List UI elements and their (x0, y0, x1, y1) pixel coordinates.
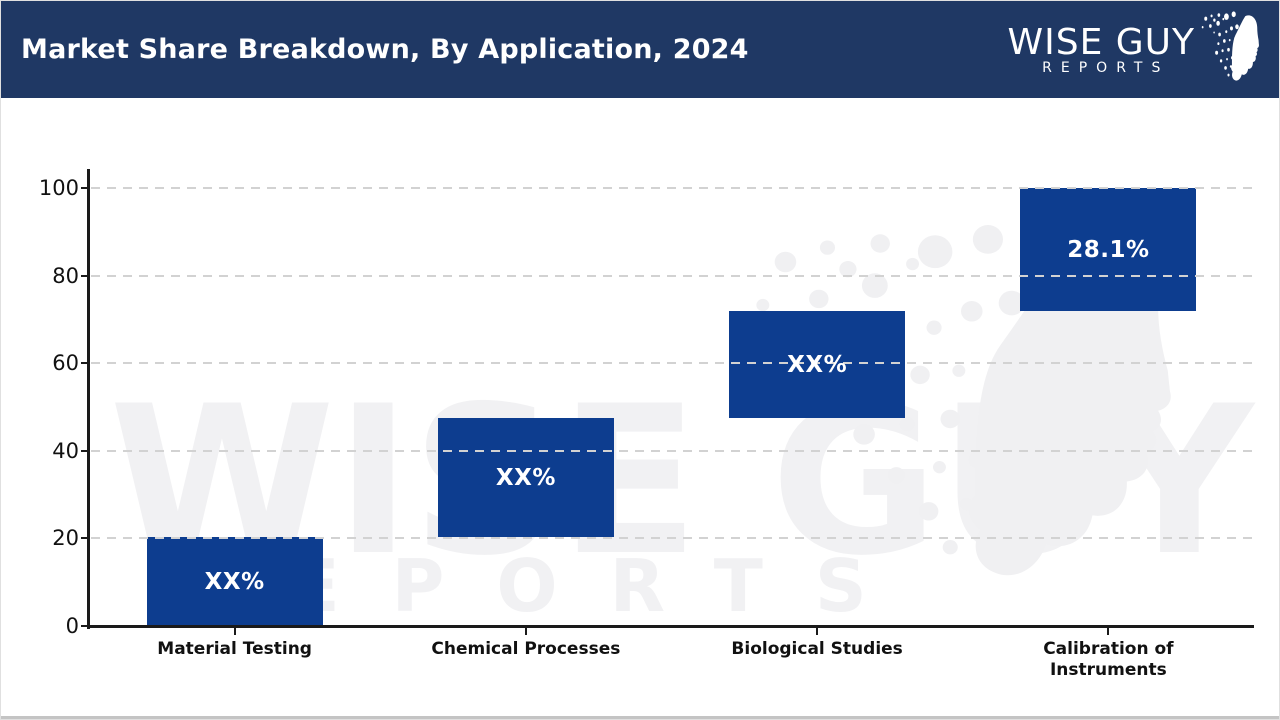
category-label-biological-studies: Biological Studies (731, 639, 903, 659)
y-tick-label: 40 (52, 438, 79, 463)
bar-value-label: XX% (204, 568, 265, 595)
gridline-60 (91, 362, 1254, 365)
logo-text: WISE GUY REPORTS (1007, 21, 1196, 77)
bar-material-testing (146, 537, 323, 626)
y-tick-mark (81, 537, 89, 540)
gridline-40 (91, 449, 1254, 452)
bottom-border (1, 716, 1279, 719)
bar-value-label: XX% (495, 464, 556, 491)
y-tick-mark (81, 274, 89, 277)
y-tick-mark (81, 362, 89, 365)
bar-value-label: XX% (787, 351, 848, 378)
chart-title: Market Share Breakdown, By Application, … (21, 34, 749, 65)
y-tick-mark (81, 449, 89, 452)
y-axis-line (87, 169, 90, 629)
y-tick-label: 20 (52, 526, 79, 551)
bar-calibration-of-instruments (1020, 188, 1197, 312)
gridline-20 (91, 537, 1254, 540)
y-tick-mark (81, 625, 89, 627)
y-tick-label: 100 (38, 176, 79, 200)
y-tick-label: 80 (52, 263, 79, 288)
x-axis-line (87, 625, 1254, 628)
x-tick-mark (1107, 628, 1110, 635)
category-label-material-testing: Material Testing (157, 639, 312, 659)
x-tick-mark (816, 628, 819, 635)
category-label-chemical-processes: Chemical Processes (431, 639, 621, 659)
header-bar: Market Share Breakdown, By Application, … (1, 1, 1279, 98)
logo-subtitle: REPORTS (1042, 60, 1170, 77)
wiseguy-logo: WISE GUY REPORTS (1007, 10, 1260, 89)
bar-chemical-processes (437, 417, 614, 538)
y-tick-mark (81, 187, 89, 189)
logo-face-icon (1201, 10, 1259, 81)
gridline-80 (91, 274, 1254, 277)
bar-value-label: 28.1% (1067, 236, 1150, 263)
logo-name: WISE GUY (1007, 21, 1195, 63)
y-tick-label: 60 (52, 351, 79, 376)
bar-biological-studies (729, 311, 906, 418)
gridline-100 (91, 187, 1254, 189)
x-tick-mark (233, 628, 236, 635)
y-tick-label: 0 (65, 614, 79, 638)
x-tick-mark (524, 628, 527, 635)
category-label-calibration-of-instruments: Calibration of Instruments (1043, 639, 1174, 681)
